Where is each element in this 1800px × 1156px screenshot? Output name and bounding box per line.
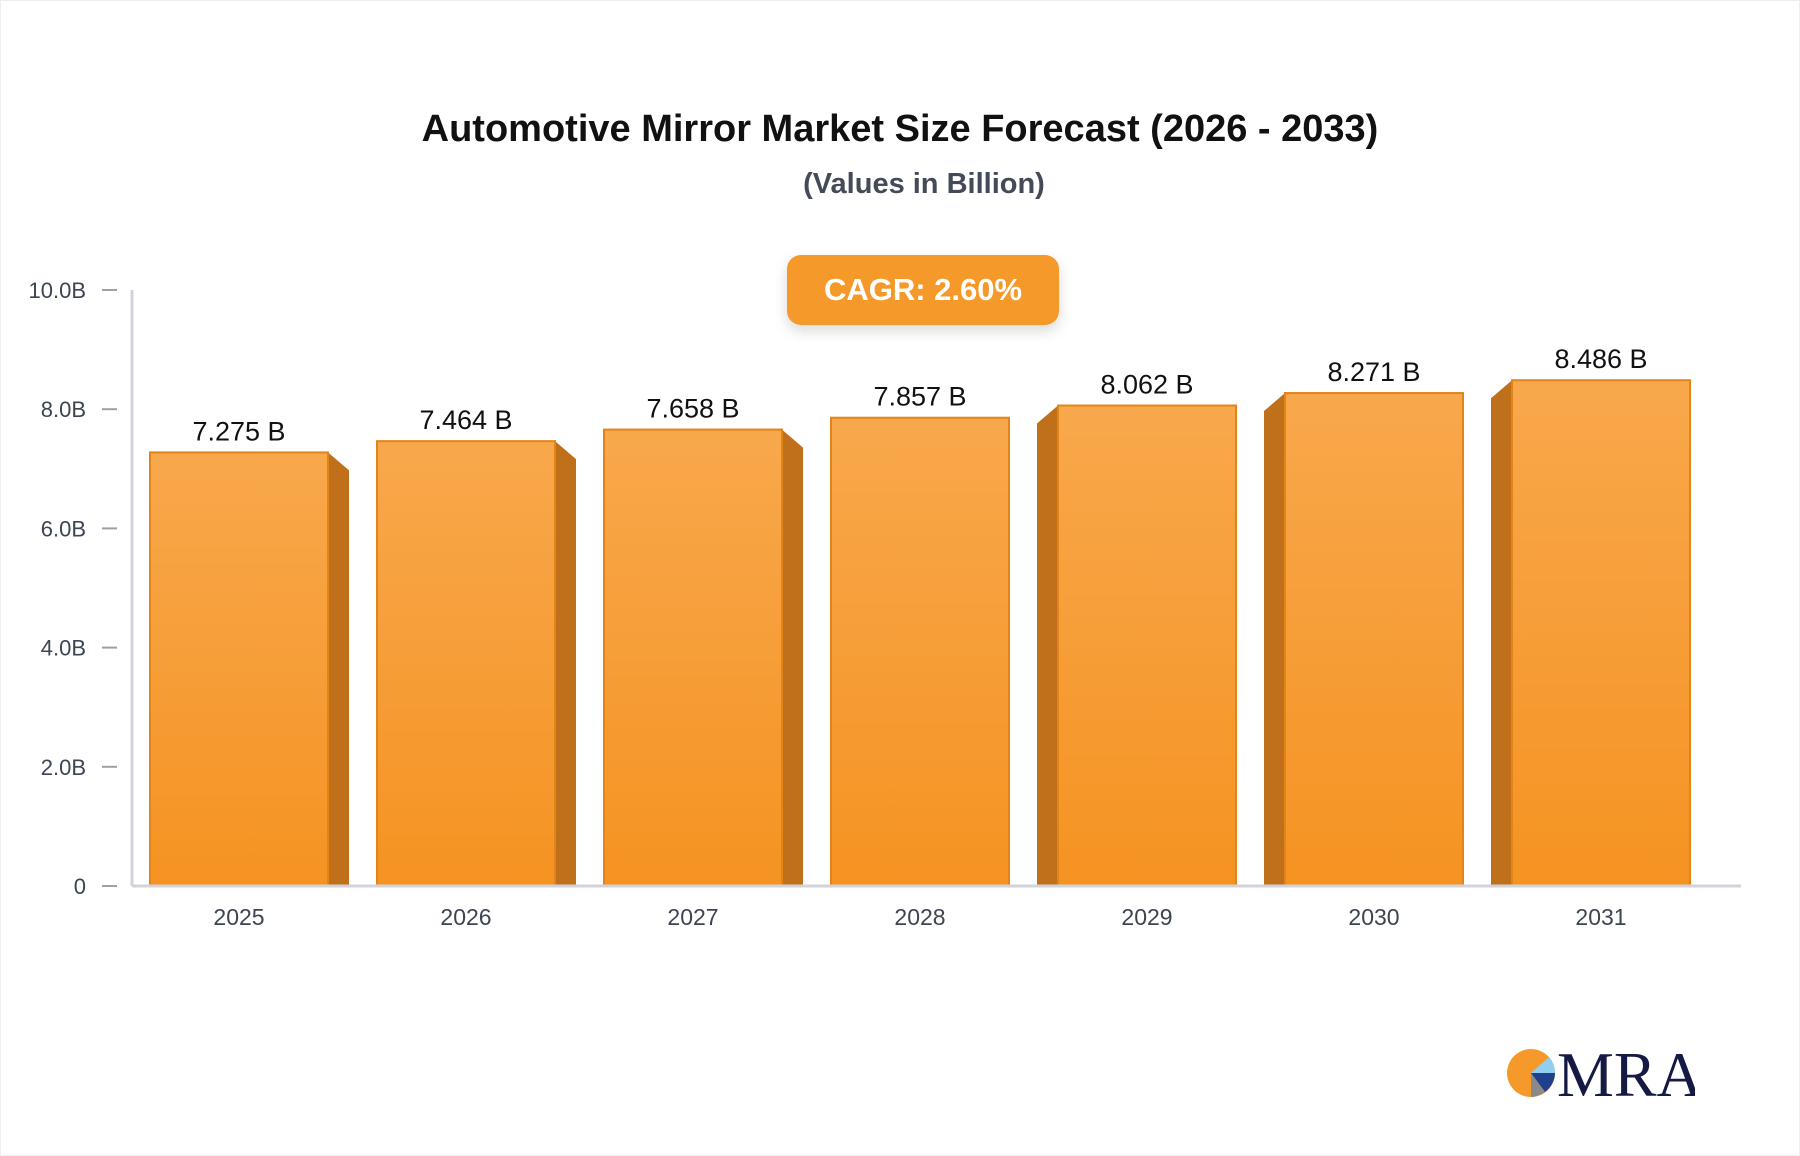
x-tick-label: 2031 (1575, 904, 1626, 930)
x-tick-label: 2025 (213, 904, 264, 930)
chart-subtitle: (Values in Billion) (803, 168, 1045, 200)
bar-2029 (1057, 404, 1237, 887)
x-tick-label: 2030 (1348, 904, 1399, 930)
bar-side (1264, 393, 1285, 886)
x-tick-label: 2027 (667, 904, 718, 930)
mra-logo: MRA (1507, 1040, 1695, 1106)
cagr-badge: CAGR: 2.60% (787, 255, 1059, 325)
x-tick-label: 2026 (440, 904, 491, 930)
bar-2030 (1284, 392, 1464, 887)
bar-2025 (149, 451, 329, 887)
bar-2028 (830, 416, 1010, 887)
bar-side (782, 429, 803, 886)
bar-side (1037, 405, 1058, 886)
y-tick-label: 0 (74, 874, 86, 899)
y-tick-label: 8.0B (41, 397, 86, 422)
y-tick-label: 2.0B (41, 755, 86, 780)
svg-text:MRA: MRA (1557, 1040, 1695, 1106)
bar-side (555, 441, 576, 886)
bar-2026 (376, 440, 556, 887)
bar-side (1491, 380, 1512, 886)
data-label: 7.857 B (873, 382, 966, 412)
data-label: 8.062 B (1100, 370, 1193, 400)
data-label: 8.486 B (1554, 344, 1647, 374)
y-tick-label: 4.0B (41, 636, 86, 661)
y-tick-label: 10.0B (29, 278, 87, 303)
bar-side (328, 452, 349, 886)
data-label: 7.658 B (646, 394, 739, 424)
data-label: 7.275 B (192, 416, 285, 446)
chart-title: Automotive Mirror Market Size Forecast (… (421, 108, 1379, 150)
bar-2027 (603, 428, 783, 887)
x-tick-label: 2028 (894, 904, 945, 930)
data-label: 8.271 B (1327, 357, 1420, 387)
bar-2031 (1511, 379, 1691, 887)
data-label: 7.464 B (419, 405, 512, 435)
y-tick-label: 6.0B (41, 516, 86, 541)
x-tick-label: 2029 (1121, 904, 1172, 930)
